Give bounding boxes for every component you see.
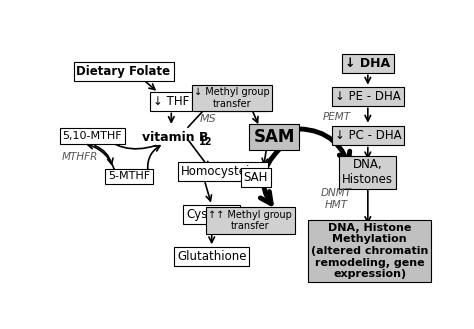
Text: PEMT: PEMT	[322, 112, 351, 122]
Text: SAH: SAH	[244, 171, 268, 184]
Text: 5,10-MTHF: 5,10-MTHF	[63, 131, 122, 141]
Text: ↑↑ Methyl group
transfer: ↑↑ Methyl group transfer	[209, 210, 292, 231]
Text: DNA,
Histones: DNA, Histones	[342, 159, 393, 187]
Text: ↓ PE - DHA: ↓ PE - DHA	[335, 90, 401, 103]
Text: Cysteine: Cysteine	[186, 208, 237, 221]
Text: ↓ Methyl group
transfer: ↓ Methyl group transfer	[194, 87, 270, 109]
Text: SAM: SAM	[254, 128, 295, 146]
Text: ↓ THF: ↓ THF	[153, 95, 190, 108]
Text: Dietary Folate: Dietary Folate	[76, 64, 171, 78]
Text: DNA, Histone
Methylation
(altered chromatin
remodeling, gene
expression): DNA, Histone Methylation (altered chroma…	[311, 223, 428, 279]
Text: vitamin B: vitamin B	[142, 131, 208, 143]
Text: ↓ DHA: ↓ DHA	[345, 57, 391, 70]
Text: 12: 12	[199, 137, 212, 147]
Text: DNMT
HMT: DNMT HMT	[321, 188, 352, 210]
Text: Glutathione: Glutathione	[177, 250, 246, 263]
Text: methionine: methionine	[197, 95, 264, 108]
Text: ↓ PC - DHA: ↓ PC - DHA	[335, 129, 401, 142]
Text: MTHFR: MTHFR	[61, 152, 98, 162]
Text: MS: MS	[200, 114, 217, 124]
Text: 5-MTHF: 5-MTHF	[108, 171, 150, 181]
Text: Homocysteine: Homocysteine	[181, 165, 265, 178]
